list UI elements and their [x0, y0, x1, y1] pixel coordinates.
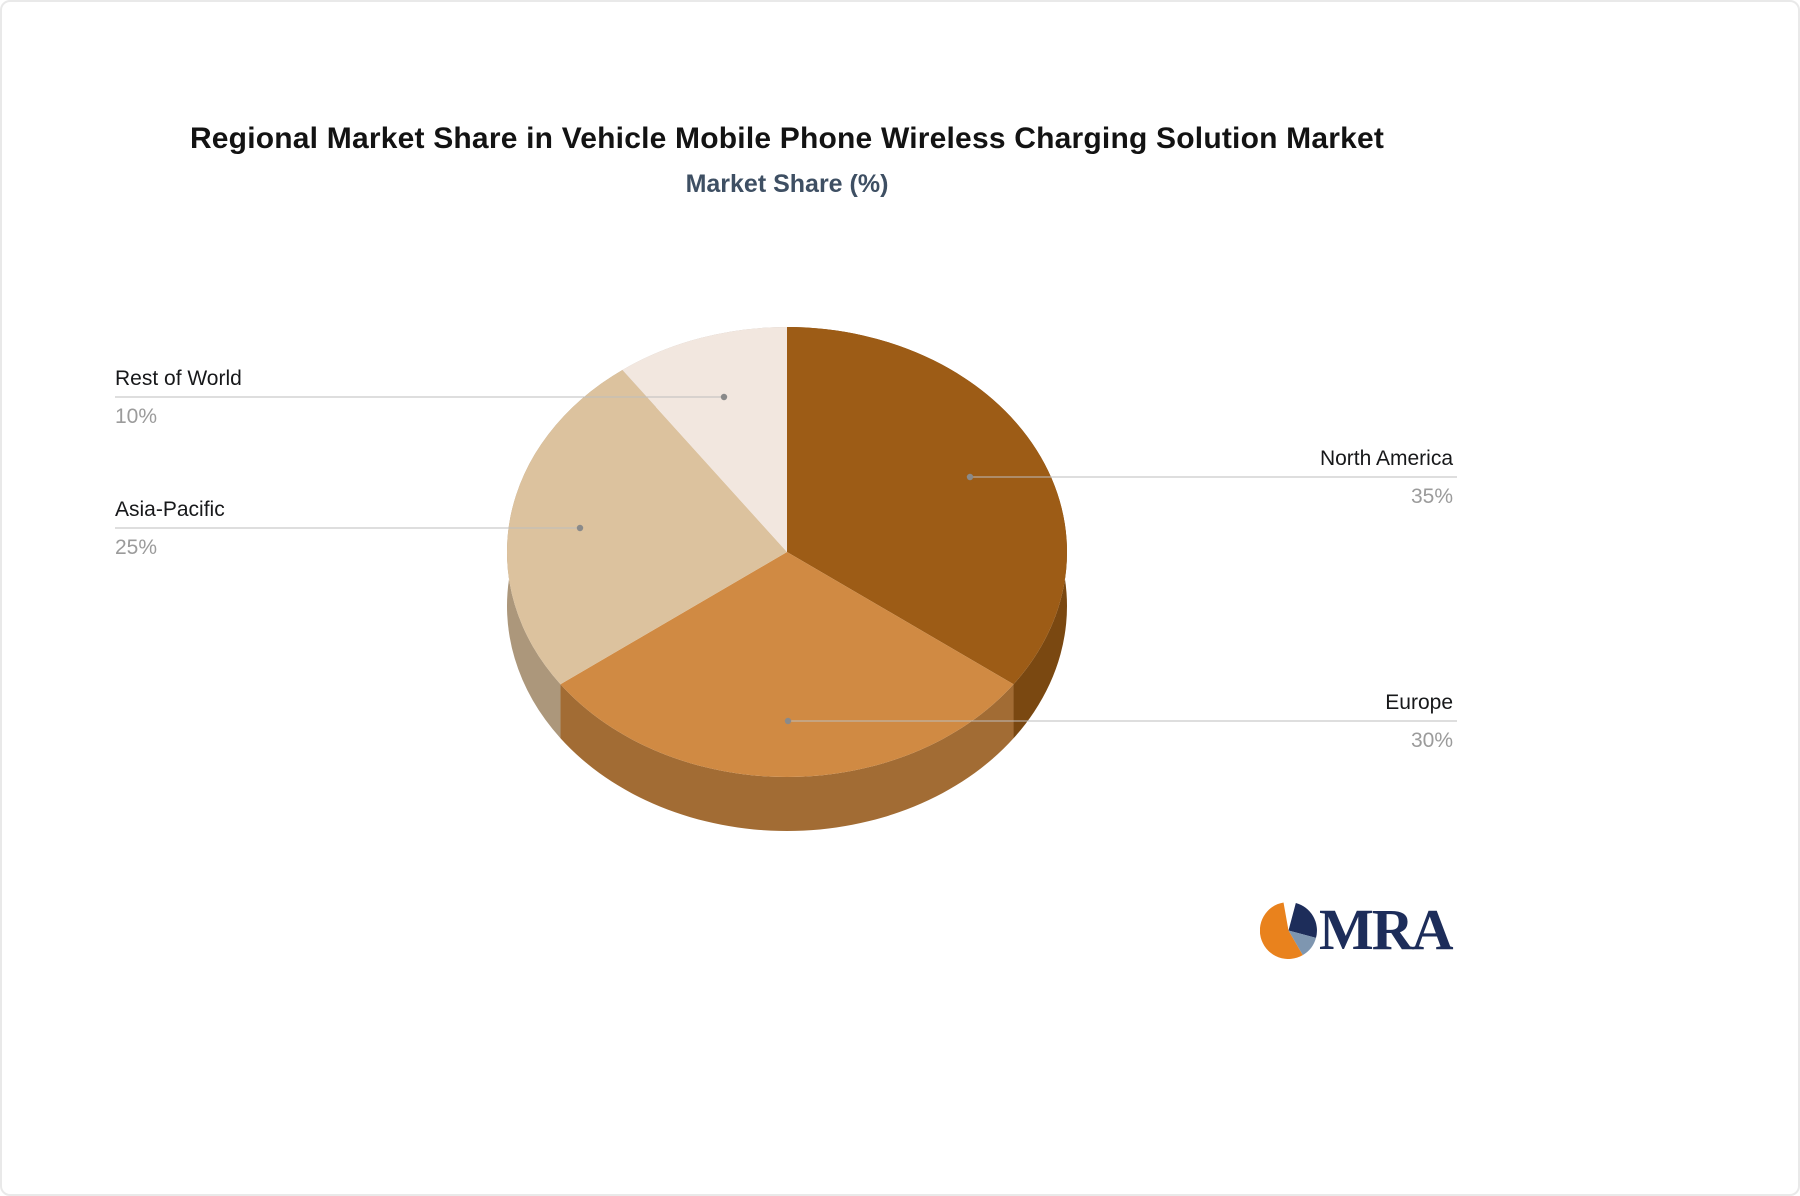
leader-dot-europe: [784, 717, 792, 725]
callout-asia-pacific: Asia-Pacific 25%: [115, 498, 225, 560]
pie-slice-asia-pacific: [506, 369, 787, 685]
pie-slice-rest-of-world: [622, 327, 787, 552]
callout-value: 10%: [115, 405, 158, 429]
callout-europe: Europe 30%: [1385, 691, 1453, 753]
callout-label: Europe: [1385, 691, 1453, 714]
pie-slice-north-america: [787, 327, 1067, 685]
pie-slice-side-europe: [560, 684, 1014, 832]
callout-label: Rest of World: [115, 367, 242, 390]
callout-rest-of-world: Rest of World 10%: [115, 367, 242, 429]
callout-north-america: North America 35%: [1320, 447, 1453, 509]
callout-label: Asia-Pacific: [115, 498, 225, 521]
leader-dot-rest-of-world: [720, 393, 728, 401]
mra-logo: MRA: [1260, 897, 1454, 962]
mra-logo-icon: [1260, 901, 1317, 959]
callout-value: 35%: [1410, 485, 1453, 509]
callout-value: 30%: [1410, 729, 1453, 753]
logo-wedge-navy: [1288, 902, 1317, 938]
logo-wedge-steel: [1288, 930, 1316, 955]
chart-title: Regional Market Share in Vehicle Mobile …: [189, 122, 1385, 155]
logo-wedge-orange: [1260, 901, 1303, 959]
leader-dot-north-america: [966, 473, 974, 481]
mra-logo-text: MRA: [1319, 897, 1454, 962]
chart-subtitle: Market Share (%): [685, 170, 889, 198]
callout-value: 25%: [115, 536, 158, 560]
callout-label: North America: [1319, 447, 1453, 470]
leader-dot-asia-pacific: [576, 524, 584, 532]
